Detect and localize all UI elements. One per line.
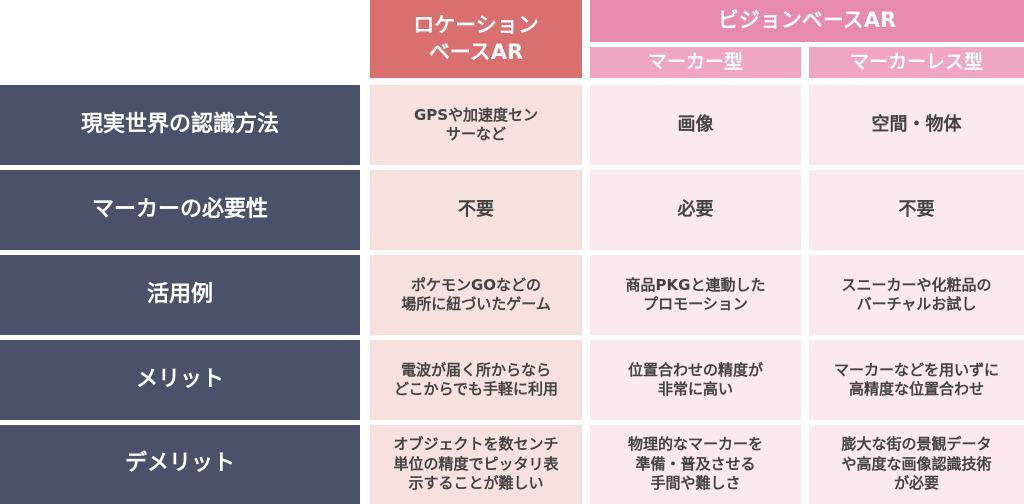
cell: 位置合わせの精度が 非常に高い <box>590 340 801 420</box>
text: ロケーション <box>413 12 539 37</box>
cell: 空間・物体 <box>809 85 1024 165</box>
text: バーチャルお試し <box>856 295 977 313</box>
text: や高度な画像認識技術 <box>841 454 992 473</box>
row-label: マーカーの必要性 <box>0 170 360 250</box>
text: 現実世界の認識方法 <box>80 111 279 137</box>
text: 不要 <box>898 199 935 221</box>
text: 活用例 <box>146 281 213 307</box>
text: 空間・物体 <box>871 114 962 136</box>
cell: 膨大な街の景観データ や高度な画像認識技術 が必要 <box>809 425 1024 504</box>
text: GPSや加速度セン <box>413 105 539 124</box>
marker-header: マーカー型 <box>590 47 801 78</box>
row-label: デメリット <box>0 425 360 504</box>
row-label: 活用例 <box>0 255 360 335</box>
text: マーカーなどを用いずに <box>833 360 999 379</box>
cell: GPSや加速度セン サーなど <box>370 85 582 165</box>
text: 単位の精度でピッタリ表 <box>393 454 559 473</box>
text: 商品PKGと連動した <box>625 275 766 294</box>
text: 電波が届く所からなら <box>400 360 551 379</box>
cell: 商品PKGと連動した プロモーション <box>590 255 801 335</box>
markerless-header: マーカーレス型 <box>809 47 1024 78</box>
cell: 不要 <box>370 170 582 250</box>
text: スニーカーや化粧品の <box>841 275 992 294</box>
cell: マーカーなどを用いずに 高精度な位置合わせ <box>809 340 1024 420</box>
cell: ポケモンGOなどの 場所に紐づいたゲーム <box>370 255 582 335</box>
text: 位置合わせの精度が <box>627 360 763 379</box>
cell: 物理的なマーカーを 準備・普及させる 手間や難しさ <box>590 425 801 504</box>
row-label: 現実世界の認識方法 <box>0 85 360 165</box>
text: が必要 <box>893 474 939 493</box>
text: メリット <box>135 366 224 392</box>
text: サーなど <box>445 125 506 143</box>
cell: 画像 <box>590 85 801 165</box>
cell: オブジェクトを数センチ 単位の精度でピッタリ表 示することが難しい <box>370 425 582 504</box>
text: 場所に紐づいたゲーム <box>401 295 551 313</box>
text: 膨大な街の景観データ <box>841 435 992 454</box>
text: プロモーション <box>643 295 748 313</box>
cell: 必要 <box>590 170 801 250</box>
text: オブジェクトを数センチ <box>393 435 559 454</box>
text: ベースAR <box>428 40 524 64</box>
text: 準備・普及させる <box>635 454 756 473</box>
text: 物理的なマーカーを <box>627 435 763 454</box>
cell: 不要 <box>809 170 1024 250</box>
text: ビジョンベースAR <box>717 8 897 33</box>
vision-ar-header: ビジョンベースAR <box>590 0 1024 42</box>
row-label: メリット <box>0 340 360 420</box>
cell: スニーカーや化粧品の バーチャルお試し <box>809 255 1024 335</box>
text: 非常に高い <box>657 380 733 398</box>
location-ar-header: ロケーション ベースAR <box>370 0 582 78</box>
text: 不要 <box>458 199 494 221</box>
text: 手間や難しさ <box>650 474 741 493</box>
text: どこからでも手軽に利用 <box>393 380 559 398</box>
text: ポケモンGOなどの <box>410 275 542 294</box>
text: マーカーレス型 <box>849 51 983 74</box>
text: 高精度な位置合わせ <box>848 380 984 398</box>
cell: 電波が届く所からなら どこからでも手軽に利用 <box>370 340 582 420</box>
text: マーカー型 <box>647 51 743 74</box>
text: デメリット <box>124 451 235 477</box>
text: 示することが難しい <box>408 474 544 493</box>
text: 必要 <box>677 199 714 221</box>
text: マーカーの必要性 <box>91 196 268 222</box>
text: 画像 <box>677 114 714 136</box>
